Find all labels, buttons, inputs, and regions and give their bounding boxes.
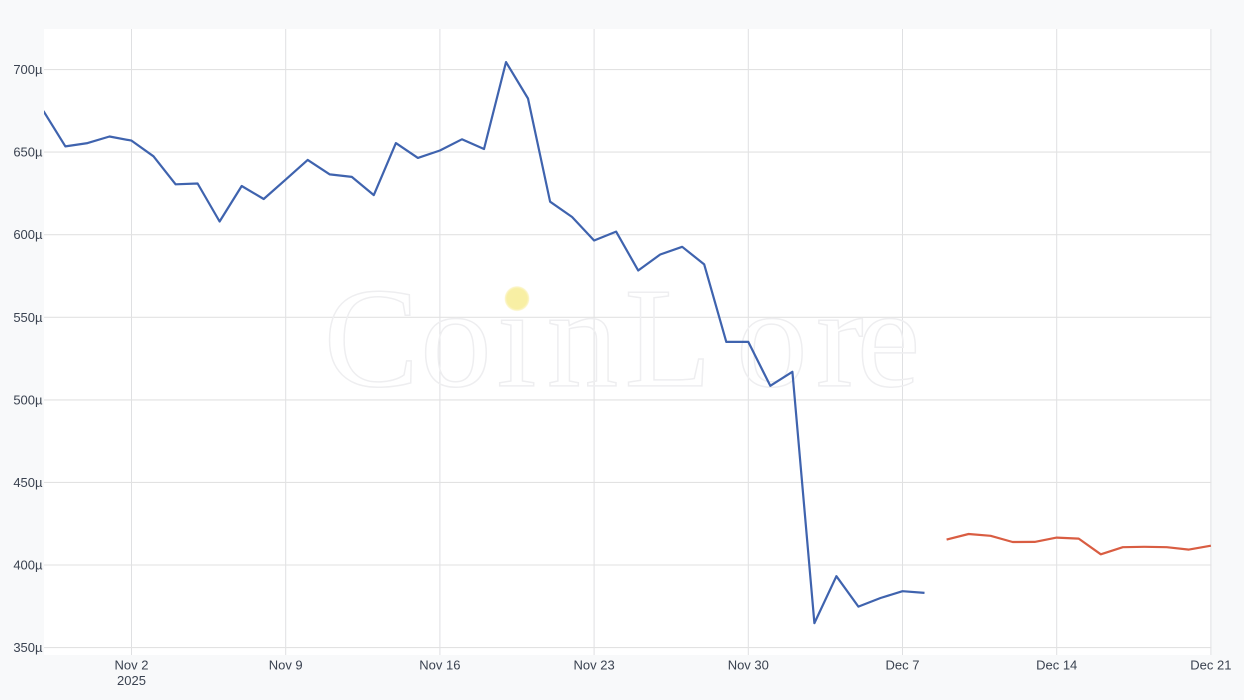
svg-text:Dec 7: Dec 7 (886, 658, 920, 673)
svg-text:450µ: 450µ (13, 475, 43, 490)
svg-text:550µ: 550µ (13, 310, 43, 325)
svg-text:Dec 21: Dec 21 (1190, 658, 1231, 673)
svg-text:650µ: 650µ (13, 145, 43, 160)
svg-text:2025: 2025 (117, 673, 146, 688)
svg-text:500µ: 500µ (13, 392, 43, 407)
svg-text:Nov 2: Nov 2 (115, 658, 149, 673)
svg-text:600µ: 600µ (13, 227, 43, 242)
svg-text:400µ: 400µ (13, 558, 43, 573)
svg-text:Nov 30: Nov 30 (728, 658, 769, 673)
svg-text:Nov 23: Nov 23 (573, 658, 614, 673)
svg-text:Nov 9: Nov 9 (269, 658, 303, 673)
svg-text:350µ: 350µ (13, 640, 43, 655)
svg-text:Dec 14: Dec 14 (1036, 658, 1077, 673)
svg-text:Nov 16: Nov 16 (419, 658, 460, 673)
svg-text:700µ: 700µ (13, 62, 43, 77)
